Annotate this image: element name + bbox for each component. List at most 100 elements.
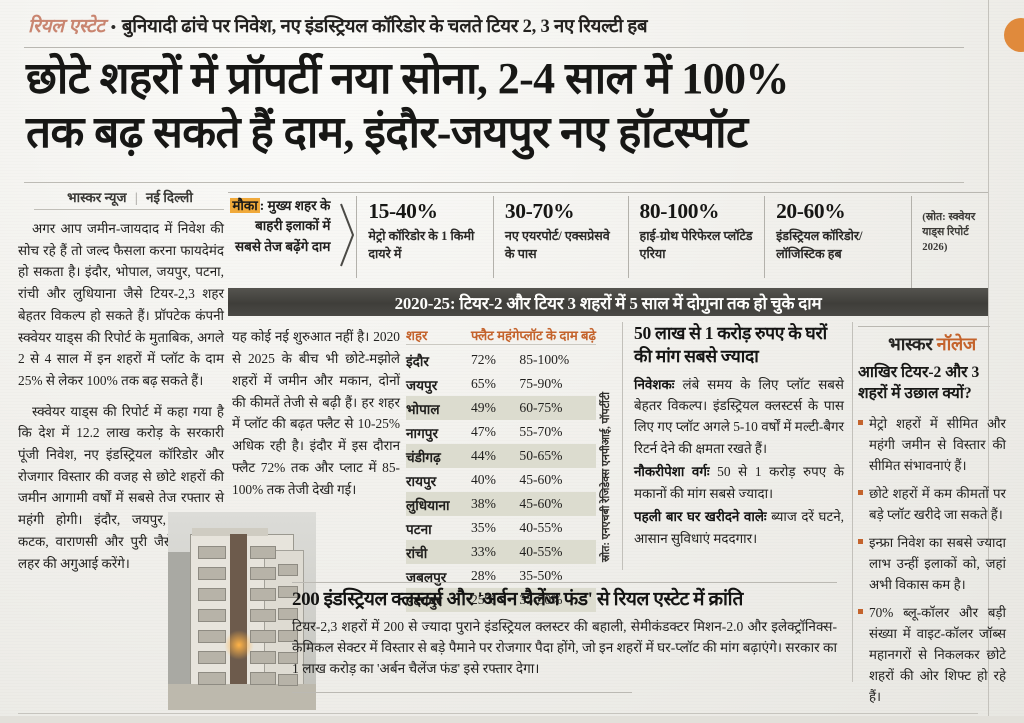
- knowledge-title: भास्कर नॉलेज: [858, 332, 1006, 356]
- strip-item-2: 80-100% हाई-ग्रोथ पेरिफेरल प्लॉटेड एरिया: [627, 196, 765, 278]
- demand-block-2: पहली बार घर खरीदने वालेः ब्याज दरें घटने…: [634, 506, 844, 549]
- cell-flat: 38%: [470, 492, 520, 516]
- strip-item-percent: 30-70%: [504, 199, 575, 223]
- page-edge-strip: [0, 716, 1024, 723]
- strip-item-desc: इंडस्ट्रियल कॉरिडोर/ लॉजिस्टिक हब: [776, 228, 863, 261]
- cell-city: पटना: [406, 521, 432, 537]
- cell-plot: 40-55%: [519, 520, 563, 535]
- cell-plot: 85-100%: [519, 352, 570, 367]
- demand-text-1: 50 से 1 करोड़ रुपए के मकानों की मांग सबस…: [634, 464, 844, 501]
- bhaskar-knowledge-box: भास्कर नॉलेज आखिर टियर-2 और 3 शहरों में …: [858, 322, 1006, 714]
- kicker-bullet-icon: •: [110, 20, 116, 36]
- list-item: छोटे शहरों में कम कीमतों पर बड़े प्लॉट ख…: [858, 483, 1006, 525]
- demand-block-1: नौकरीपेशा वर्गः 50 से 1 करोड़ रुपए के मक…: [634, 461, 844, 504]
- cell-city: रायपुर: [406, 473, 437, 489]
- cell-flat: 40%: [470, 472, 496, 487]
- table-row: इंदौर 72% 85-100%: [406, 348, 596, 372]
- mid-body-column: यह कोई नई शुरुआत नहीं है। 2020 से 2025 क…: [232, 326, 400, 501]
- kicker-text: बुनियादी ढांचे पर निवेश, नए इंडस्ट्रियल …: [121, 17, 648, 37]
- cell-flat: 33%: [470, 540, 520, 564]
- strip-item-desc: हाई-ग्रोथ पेरिफेरल प्लॉटेड एरिया: [639, 228, 753, 261]
- kicker-line: रियल एस्टेट • बुनियादी ढांचे पर निवेश, न…: [28, 12, 958, 38]
- strip-item-1: 30-70% नए एयरपोर्ट/ एक्सप्रेसवे के पास: [492, 196, 628, 278]
- cell-city: चंडीगढ़: [406, 444, 471, 468]
- knowledge-title-b: नॉलेज: [936, 334, 977, 354]
- bottom-top-rule: [292, 582, 837, 583]
- cell-flat: 44%: [470, 444, 520, 468]
- headline-divider: [24, 182, 964, 183]
- bottom-text: टियर-2,3 शहरों में 200 से ज्यादा पुराने …: [292, 619, 838, 677]
- cell-flat: 47%: [470, 424, 496, 439]
- page-headline: छोटे शहरों में प्रॉपर्टी नया सोना, 2-4 स…: [26, 52, 971, 159]
- cell-plot: 45-60%: [519, 492, 596, 516]
- strip-item-0: 15-40% मेट्रो कॉरिडोर के 1 किमी दायरे मे…: [356, 196, 493, 278]
- page-foot-rule: [18, 713, 978, 714]
- kicker-section-tag: रियल एस्टेट: [28, 16, 105, 37]
- table-row: चंडीगढ़ 44% 50-65%: [406, 444, 596, 468]
- cell-city: जयपुर: [406, 377, 438, 393]
- knowledge-column-divider: [852, 322, 853, 682]
- cell-city: उदयपुर: [406, 588, 471, 612]
- arrow-icon: [338, 196, 356, 274]
- table-body: इंदौर 72% 85-100% जयपुर 65% 75-90% भोपाल…: [406, 348, 596, 612]
- list-item: 70% ब्लू-कॉलर और बड़ी संख्या में वाइट-कॉ…: [858, 602, 1006, 707]
- page-gutter-divider: [988, 0, 989, 723]
- demand-lead-1: नौकरीपेशा वर्गः: [634, 464, 710, 480]
- table-header-divider: [406, 344, 596, 345]
- opportunity-info-strip: मौका: मुख्य शहर के बाहरी इलाकों में सबसे…: [228, 192, 988, 290]
- opportunity-highlight-label: मौका: [230, 198, 260, 213]
- table-row: रायपुर 40% 45-60%: [406, 468, 596, 492]
- table-row: नागपुर 47% 55-70%: [406, 420, 596, 444]
- headline-line-1: छोटे शहरों में प्रॉपर्टी नया सोना, 2-4 स…: [26, 54, 789, 103]
- strip-item-3: 20-60% इंडस्ट्रियल कॉरिडोर/ लॉजिस्टिक हब: [764, 196, 911, 278]
- cell-plot: 35-50%: [519, 568, 563, 583]
- cell-city: नागपुर: [406, 425, 438, 441]
- cell-flat: 72%: [470, 352, 496, 367]
- byline: भास्कर न्यूज | नई दिल्ली: [40, 188, 220, 206]
- knowledge-title-a: भास्कर: [888, 334, 937, 354]
- cell-plot: 50-65%: [519, 444, 596, 468]
- list-item: इन्फ्रा निवेश का सबसे ज्यादा लाभ उन्हीं …: [858, 532, 1006, 595]
- cell-flat: 35%: [470, 520, 496, 535]
- knowledge-top-rule: [858, 326, 990, 327]
- demand-heading: 50 लाख से 1 करोड़ रुपए के घरों की मांग स…: [634, 323, 827, 366]
- byline-source: भास्कर न्यूज: [67, 190, 127, 205]
- cell-plot: 75-90%: [519, 376, 563, 391]
- knowledge-points-list: मेट्रो शहरों में सीमित और महंगी जमीन से …: [858, 413, 1006, 707]
- city-price-table: शहर फ्लैट महंगे प्लॉट के दाम बढ़े इंदौर …: [406, 326, 596, 612]
- strip-item-percent: 80-100%: [639, 199, 720, 223]
- cell-plot: 55-70%: [519, 424, 563, 439]
- cell-flat: 65%: [470, 376, 496, 391]
- kicker-divider: [24, 47, 964, 48]
- table-header-city: शहर: [406, 328, 428, 343]
- cell-city: लुधियाना: [406, 492, 471, 516]
- demand-text-0: लंबे समय के लिए प्लॉट सबसे बेहतर विकल्प।…: [634, 376, 844, 456]
- demand-block-0: निवेशकः लंबे समय के लिए प्लॉट सबसे बेहतर…: [634, 374, 844, 460]
- byline-place: नई दिल्ली: [145, 190, 193, 205]
- table-header-row: शहर फ्लैट महंगे प्लॉट के दाम बढ़े: [406, 326, 596, 348]
- cell-city: भोपाल: [406, 396, 471, 420]
- table-row: जयपुर 65% 75-90%: [406, 372, 596, 396]
- table-row: लुधियाना 38% 45-60%: [406, 492, 596, 516]
- table-row: पटना 35% 40-55%: [406, 516, 596, 540]
- strip-item-percent: 15-40%: [368, 199, 438, 223]
- apartment-building-photo: [168, 512, 316, 710]
- byline-divider: [34, 209, 224, 210]
- opportunity-label-rest: : मुख्य शहर के बाहरी इलाकों में सबसे तेज…: [234, 198, 331, 254]
- cell-city: इंदौर: [406, 353, 429, 369]
- cell-flat: 49%: [470, 396, 520, 420]
- table-source-vertical: स्रोत: एनएचबी रेजिडेक्स एनपीआई, पॉपर्टीट…: [600, 391, 612, 562]
- stats-banner: 2020-25: टियर-2 और टियर 3 शहरों में 5 सा…: [228, 288, 988, 316]
- strip-item-desc: नए एयरपोर्ट/ एक्सप्रेसवे के पास: [504, 228, 610, 261]
- cell-flat: 28%: [470, 568, 496, 583]
- strip-item-desc: मेट्रो कॉरिडोर के 1 किमी दायरे में: [368, 228, 475, 261]
- opportunity-label-block: मौका: मुख्य शहर के बाहरी इलाकों में सबसे…: [228, 196, 338, 257]
- mid-paragraph: यह कोई नई शुरुआत नहीं है। 2020 से 2025 क…: [232, 329, 400, 497]
- left-paragraph-1: अगर आप जमीन-जायदाद में निवेश की सोच रहे …: [18, 221, 224, 388]
- third-column-divider: [622, 322, 623, 570]
- cell-plot: 60-75%: [519, 396, 596, 420]
- table-row: भोपाल 49% 60-75%: [406, 396, 596, 420]
- industrial-clusters-box: 200 इंडस्ट्रियल क्लस्टर्स और 'अर्बन चैले…: [292, 588, 837, 680]
- cell-city: रांची: [406, 540, 471, 564]
